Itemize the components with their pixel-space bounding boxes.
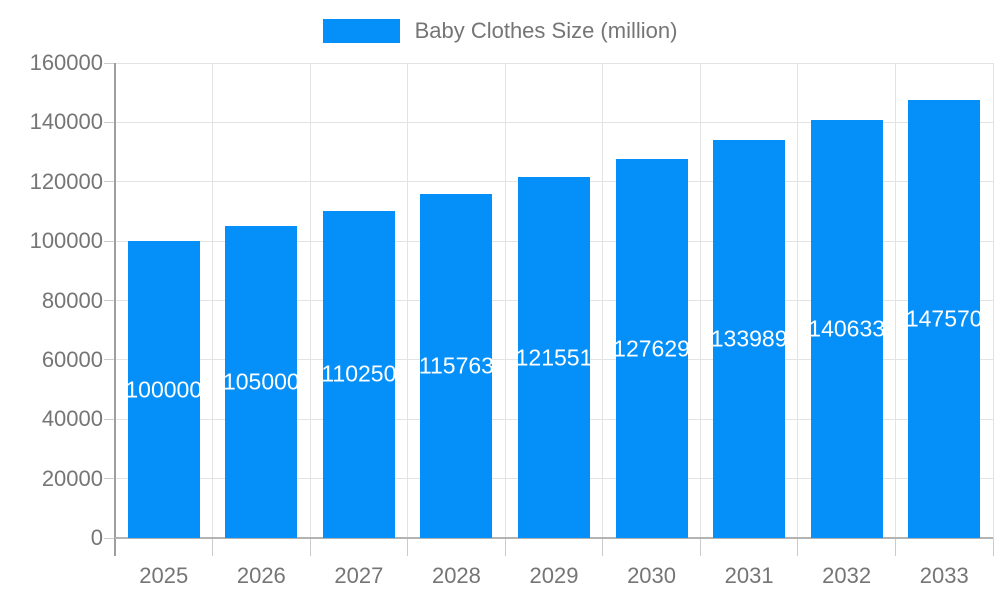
x-tick-label: 2031 — [724, 563, 774, 588]
y-tick-label: 160000 — [29, 50, 103, 75]
y-tick-label: 100000 — [29, 228, 103, 254]
gridline-vertical — [504, 63, 506, 538]
bar-2029[interactable]: 121551 — [518, 177, 590, 538]
bar-value-label: 147570 — [908, 305, 981, 332]
bar-value-label: 110250 — [322, 360, 395, 387]
y-tick-label: 140000 — [29, 109, 103, 135]
bar-2031[interactable]: 133989 — [713, 140, 786, 538]
bar-2033[interactable]: 147570 — [908, 99, 981, 538]
bar-2026[interactable]: 105000 — [225, 226, 298, 538]
legend[interactable]: Baby Clothes Size (million) — [0, 18, 1000, 44]
gridline-horizontal — [115, 121, 993, 123]
x-tick-label: 2027 — [334, 563, 384, 588]
bar-2030[interactable]: 127629 — [615, 159, 688, 538]
bar-2027[interactable]: 110250 — [322, 210, 395, 538]
x-tick-label: 2029 — [529, 563, 579, 588]
gridline-vertical — [212, 63, 214, 538]
gridline-vertical — [309, 63, 311, 538]
bar-value-label: 121551 — [518, 344, 590, 371]
gridline-vertical — [797, 63, 799, 538]
x-axis-tick — [504, 538, 506, 556]
bar-value-label: 133989 — [713, 325, 786, 352]
bar-value-label: 115763 — [420, 352, 493, 379]
bar-value-label: 127629 — [615, 335, 688, 362]
y-axis-tick — [104, 300, 115, 301]
y-axis-tick — [104, 537, 115, 539]
gridline-vertical — [602, 63, 604, 538]
gridline-vertical — [407, 63, 409, 538]
y-tick-label: 20000 — [41, 465, 103, 491]
y-axis-line — [114, 63, 116, 556]
x-axis-tick — [309, 538, 311, 556]
bar-value-label: 140633 — [810, 315, 883, 342]
x-axis-tick — [699, 538, 701, 556]
x-axis-line — [115, 537, 993, 539]
y-tick-label: 60000 — [41, 346, 103, 372]
legend-swatch — [322, 19, 400, 43]
x-axis-tick — [797, 538, 799, 556]
bar-2032[interactable]: 140633 — [810, 120, 883, 538]
legend-label: Baby Clothes Size (million) — [414, 18, 678, 43]
plot-area: 0 20000 40000 60000 80000 100000 120000 140000 1… — [30, 50, 994, 588]
gridline-horizontal — [115, 62, 993, 64]
bar-2025[interactable]: 100000 — [127, 241, 200, 538]
y-tick-label: 120000 — [29, 168, 103, 194]
x-tick-label: 2025 — [139, 563, 189, 588]
y-axis-tick — [104, 62, 115, 64]
y-tick-label: 40000 — [41, 406, 103, 432]
x-axis-tick — [407, 538, 409, 556]
y-axis-tick — [104, 121, 115, 123]
bar-2028[interactable]: 115763 — [420, 194, 493, 538]
y-tick-label: 80000 — [41, 287, 103, 313]
y-axis-tick — [104, 240, 115, 242]
x-axis-tick — [894, 538, 896, 556]
y-axis-tick — [104, 478, 115, 480]
y-axis-tick — [104, 418, 115, 420]
gridline-vertical — [699, 63, 701, 538]
x-tick-label: 2026 — [236, 563, 286, 588]
y-tick-label: 0 — [90, 525, 103, 550]
x-axis-tick — [212, 538, 214, 556]
x-tick-label: 2028 — [431, 563, 481, 588]
gridline-vertical — [992, 63, 994, 538]
x-axis-tick — [992, 538, 994, 556]
bar-value-label: 105000 — [225, 368, 298, 395]
gridline-vertical — [894, 63, 896, 538]
bar-value-label: 100000 — [127, 376, 200, 403]
x-tick-label: 2030 — [627, 563, 677, 588]
y-axis-tick — [104, 359, 115, 361]
x-tick-label: 2032 — [822, 563, 872, 588]
x-tick-label: 2033 — [919, 563, 969, 588]
x-axis-tick — [602, 538, 604, 556]
y-axis-tick — [104, 181, 115, 183]
